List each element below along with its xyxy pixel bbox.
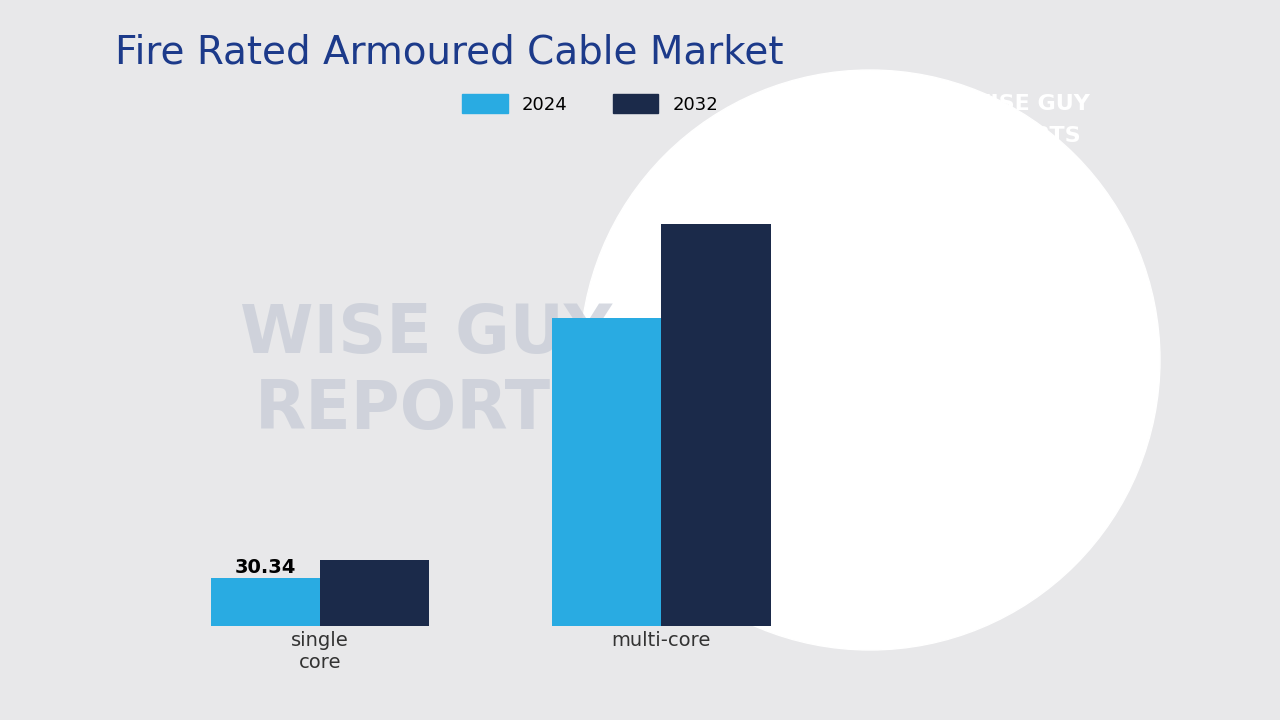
Text: WISE GUY
REPORTS: WISE GUY REPORTS [966,94,1091,146]
Text: WISE GUY
REPORTS: WISE GUY REPORTS [241,301,613,443]
Bar [662,224,771,626]
Legend: 2024, 2032: 2024, 2032 [456,87,726,121]
Bar [320,560,429,626]
Text: 30.34: 30.34 [234,558,296,577]
Text: Fire Rated Armoured Cable Market: Fire Rated Armoured Cable Market [115,34,783,72]
Bar [211,578,320,626]
Bar [552,318,662,626]
Circle shape [580,70,1160,650]
